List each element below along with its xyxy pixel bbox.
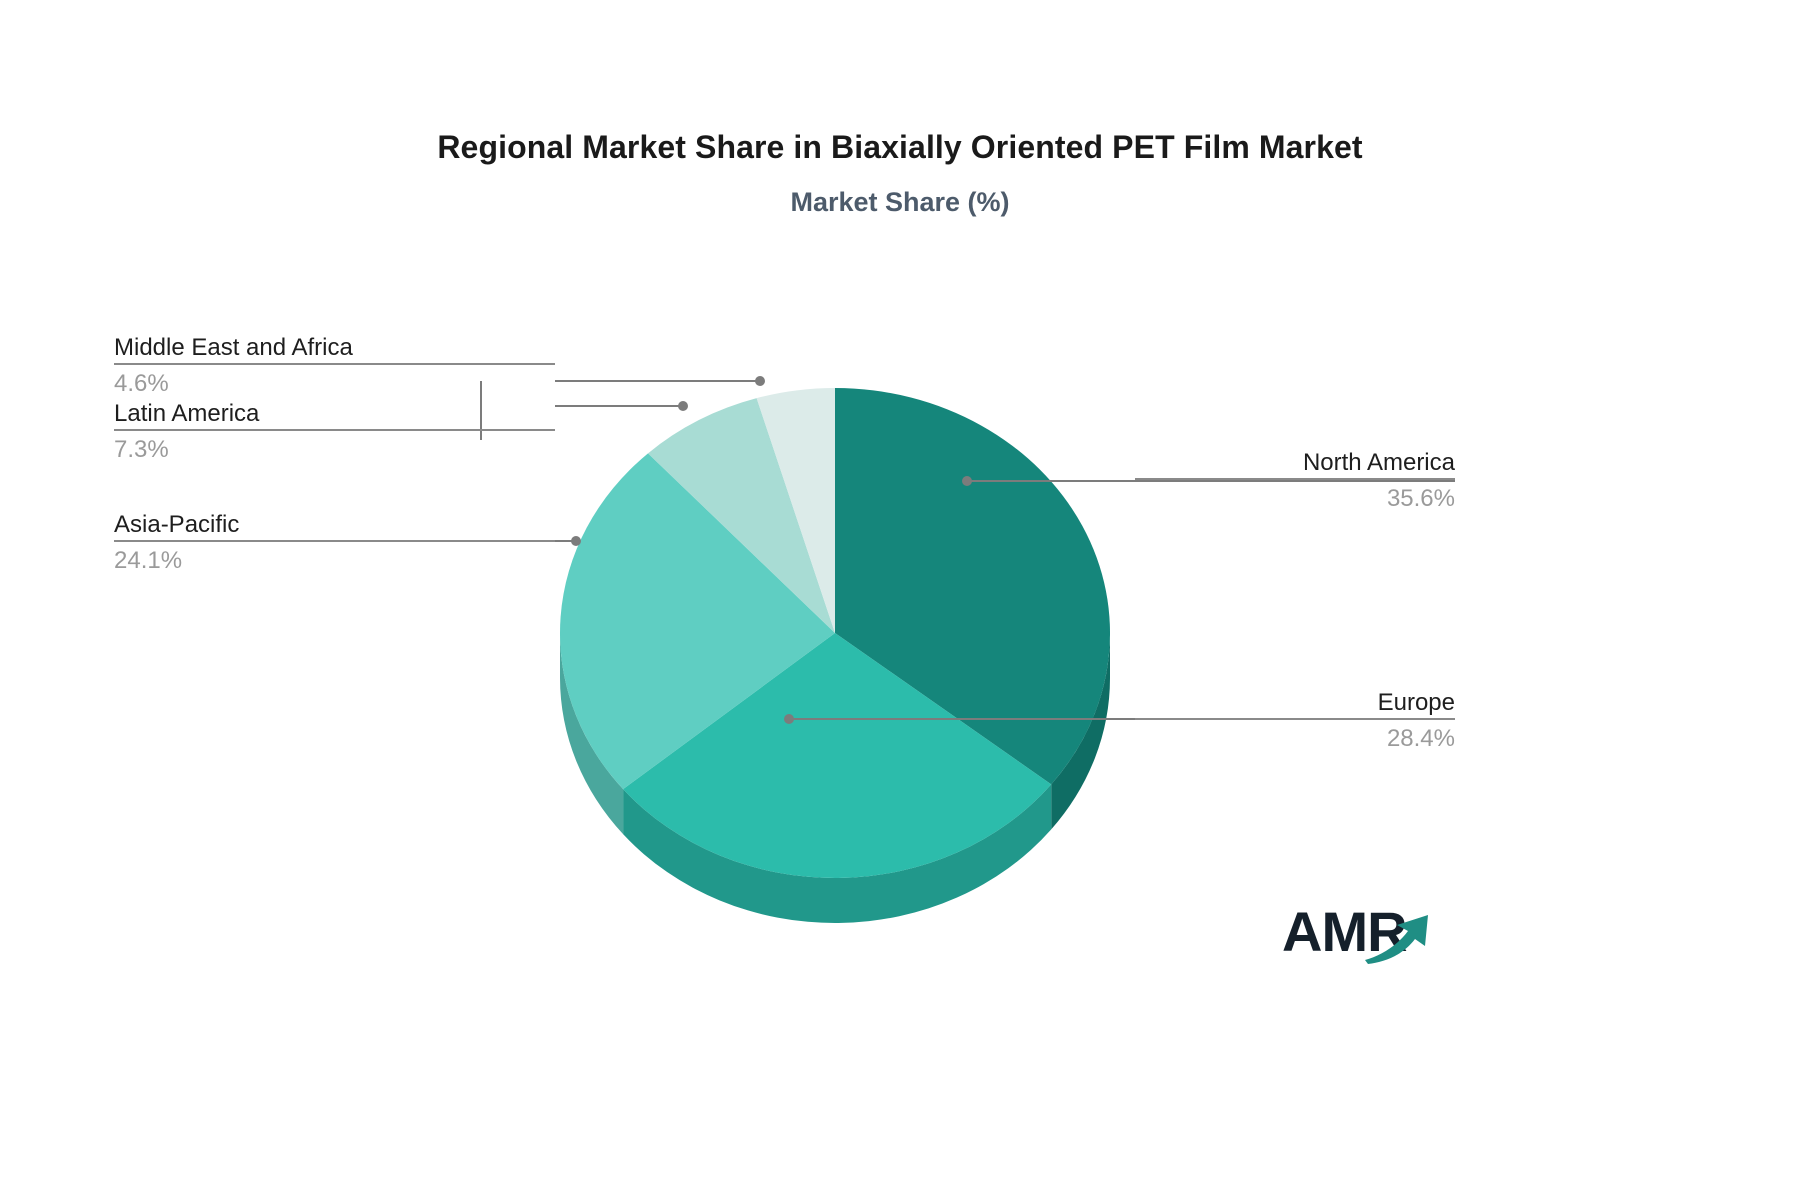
slice-asia-pacific[interactable] — [559, 453, 835, 790]
leader-dot-latin-america — [678, 401, 688, 411]
callout-value-latin-america: 7.3% — [114, 436, 169, 463]
slice-north-america[interactable] — [835, 388, 1111, 785]
callout-rule-north-america — [1135, 478, 1455, 480]
slice-europe[interactable] — [623, 633, 1052, 879]
callout-value-asia-pacific: 24.1% — [114, 547, 183, 574]
leader-dot-asia-pacific — [571, 536, 581, 546]
callout-rule-middle-east-africa — [114, 363, 555, 365]
growth-arrow-icon — [1365, 915, 1428, 964]
callout-label-north-america: North America — [1302, 449, 1455, 476]
callout-label-middle-east-africa: Middle East and Africa — [114, 334, 353, 361]
callout-europe[interactable]: Europe 28.4% — [1135, 688, 1455, 756]
pie-top-face — [559, 387, 1111, 879]
chart-subtitle: Market Share (%) — [790, 187, 1010, 217]
slice-latin-america[interactable] — [648, 398, 835, 633]
pie-depth-walls — [560, 633, 1110, 924]
callout-middle-east-africa[interactable]: Middle East and Africa 4.6% — [114, 333, 555, 401]
callout-latin-america[interactable]: Latin America 7.3% — [114, 399, 555, 467]
callout-asia-pacific[interactable]: Asia-Pacific 24.1% — [114, 510, 555, 578]
leader-dot-north-america — [962, 476, 972, 486]
callout-label-asia-pacific: Asia-Pacific — [114, 511, 240, 538]
callout-rule-asia-pacific — [114, 540, 555, 542]
callout-value-middle-east-africa: 4.6% — [114, 370, 169, 397]
callout-label-latin-america: Latin America — [114, 400, 260, 427]
callout-rule-latin-america — [114, 429, 555, 431]
callout-north-america[interactable]: North America 35.6% — [1135, 448, 1455, 516]
callout-label-europe: Europe — [1377, 689, 1455, 716]
callout-rule-europe — [1135, 718, 1455, 720]
slice-side-europe — [623, 784, 1052, 924]
slice-middle-east-africa[interactable] — [756, 387, 835, 633]
amr-logo: AMR — [1282, 900, 1428, 964]
chart-title: Regional Market Share in Biaxially Orien… — [437, 129, 1363, 165]
leader-dot-middle-east-africa — [755, 376, 765, 386]
callout-value-europe: 28.4% — [1386, 725, 1455, 752]
slice-side-north-america — [1051, 633, 1110, 830]
callout-value-north-america: 35.6% — [1386, 485, 1455, 512]
slice-side-asia-pacific — [560, 633, 624, 835]
leader-dot-europe — [784, 714, 794, 724]
